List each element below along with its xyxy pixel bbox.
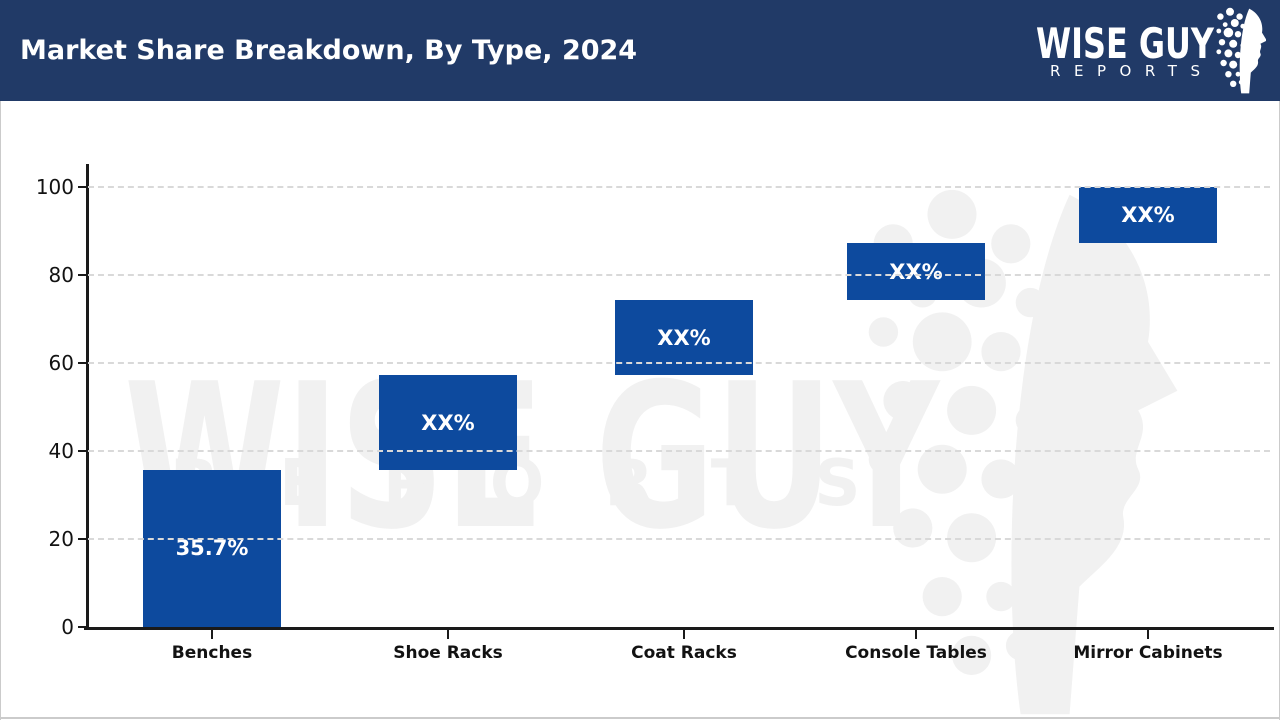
bar-label-shoe-racks: XX% <box>421 410 475 435</box>
gridline-80 <box>88 274 1270 276</box>
bar-coat-racks: XX% <box>615 300 753 376</box>
bar-mirror-cabinets: XX% <box>1079 187 1217 244</box>
page-border-bottom <box>0 717 1280 719</box>
app-header: Market Share Breakdown, By Type, 2024 WI… <box>0 0 1280 101</box>
bar-label-console-tables: XX% <box>889 259 943 284</box>
logo-head-icon <box>1216 7 1266 93</box>
y-tick-0 <box>78 626 87 628</box>
x-tick-label-mirror-cabinets: Mirror Cabinets <box>1073 643 1223 663</box>
y-tick-label-20: 20 <box>48 527 74 551</box>
x-tick-label-shoe-racks: Shoe Racks <box>393 643 503 663</box>
bar-label-mirror-cabinets: XX% <box>1121 203 1175 228</box>
x-tick-label-coat-racks: Coat Racks <box>631 643 737 663</box>
y-tick-100 <box>78 186 87 188</box>
gridline-20 <box>88 538 1270 540</box>
x-tick-label-benches: Benches <box>171 643 253 663</box>
bar-shoe-racks: XX% <box>379 375 517 470</box>
x-axis-line <box>84 627 1274 630</box>
y-tick-label-80: 80 <box>48 263 74 287</box>
y-tick-label-60: 60 <box>48 351 74 375</box>
x-tick-benches <box>211 630 213 639</box>
y-tick-label-40: 40 <box>48 439 74 463</box>
y-axis-line <box>86 164 89 630</box>
x-tick-console-tables <box>915 630 917 639</box>
bar-label-benches: 35.7% <box>175 536 249 561</box>
x-tick-mirror-cabinets <box>1147 630 1149 639</box>
chart-area: WISE GUY REPORTS 0 20 40 60 80 100 35.7% Benche… <box>0 100 1280 720</box>
logo-wordmark: WISE GUY <box>1036 19 1214 68</box>
y-tick-80 <box>78 274 87 276</box>
wise-guy-logo: WISE GUY REPORTS <box>1036 7 1266 93</box>
page-border-left <box>0 101 1 720</box>
gridline-100 <box>88 186 1270 188</box>
y-tick-20 <box>78 538 87 540</box>
gridline-40 <box>88 450 1270 452</box>
y-tick-60 <box>78 362 87 364</box>
bar-console-tables: XX% <box>847 243 985 301</box>
x-tick-label-console-tables: Console Tables <box>845 643 987 663</box>
y-tick-label-100: 100 <box>35 175 74 199</box>
x-tick-coat-racks <box>683 630 685 639</box>
y-tick-label-0: 0 <box>61 615 74 639</box>
x-tick-shoe-racks <box>447 630 449 639</box>
y-tick-40 <box>78 450 87 452</box>
page-title: Market Share Breakdown, By Type, 2024 <box>20 35 638 66</box>
bar-benches: 35.7% <box>143 469 281 627</box>
gridline-60 <box>88 362 1270 364</box>
bar-label-coat-racks: XX% <box>657 325 711 350</box>
watermark-subtitle: REPORTS <box>170 447 921 521</box>
